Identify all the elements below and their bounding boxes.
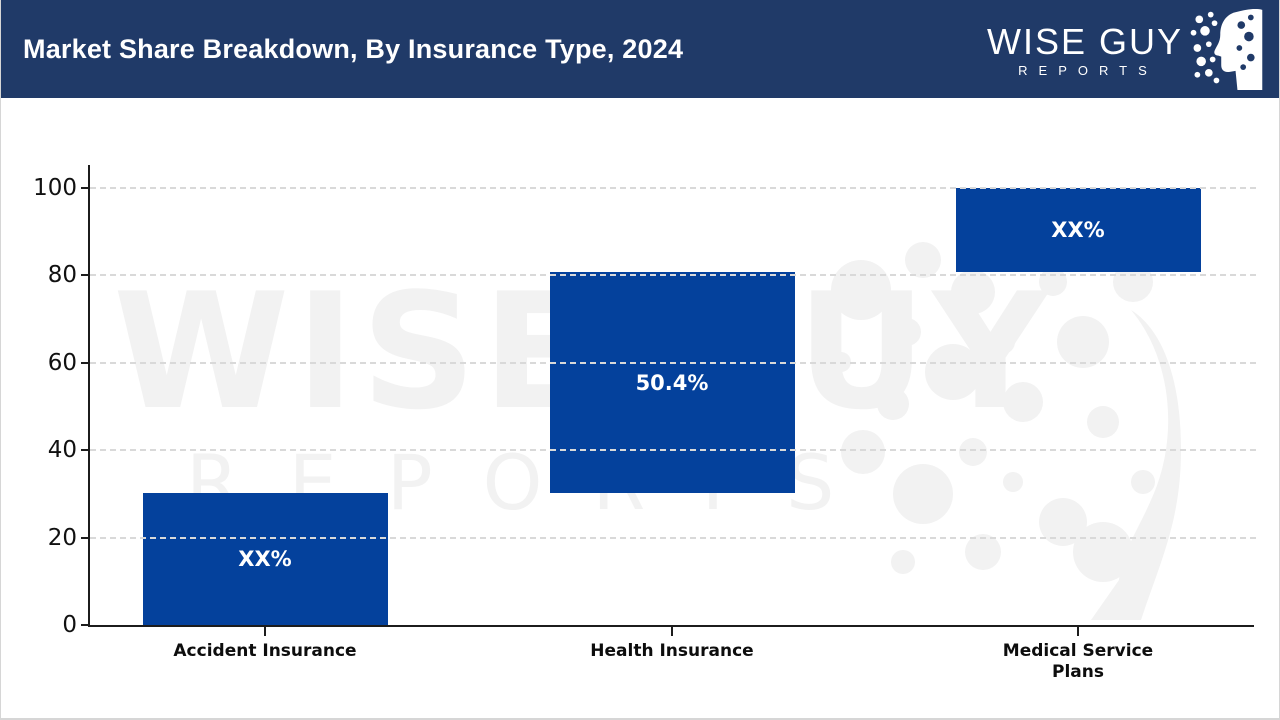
- gridline-100: [90, 186, 1256, 189]
- watermark-face-icon: [801, 220, 1181, 624]
- bar-segment: [549, 272, 795, 493]
- bar-segment: [955, 187, 1201, 273]
- y-tick-label: 60: [47, 349, 77, 376]
- x-category-label: Medical Service Plans: [1002, 641, 1154, 682]
- bar-value-label: 50.4%: [635, 370, 709, 395]
- y-tick-label: 80: [47, 262, 77, 288]
- bar-value-label: XX%: [1051, 217, 1105, 242]
- y-tick-mark: [81, 449, 89, 451]
- logo-subtitle: REPORTS: [1018, 62, 1158, 78]
- y-tick-label: 40: [47, 437, 77, 463]
- plot-area: 0 20 40 60 80 100 XX% Accident Insurance 50.4% He…: [1, 98, 1279, 718]
- y-tick-mark: [81, 186, 89, 189]
- y-tick-mark: [81, 274, 89, 276]
- x-tick-mark: [671, 627, 673, 636]
- bar-segment: [142, 492, 388, 625]
- gridline-60: [90, 361, 1256, 364]
- x-axis-line: [88, 625, 1254, 627]
- y-axis-line: [88, 165, 90, 627]
- y-tick-label: 20: [47, 524, 77, 551]
- x-tick-mark: [1077, 627, 1079, 636]
- gridline-20: [90, 536, 1256, 539]
- wiseguy-logo-text: WISE GUY REPORTS: [986, 20, 1183, 78]
- wiseguy-face-icon: [1187, 6, 1265, 94]
- page-title: Market Share Breakdown, By Insurance Typ…: [23, 33, 684, 64]
- x-tick-mark: [264, 627, 266, 636]
- logo-wordmark: WISE GUY: [986, 20, 1183, 62]
- x-category-label: Health Insurance: [590, 641, 754, 661]
- y-tick-mark: [81, 536, 89, 539]
- bar-value-label: XX%: [238, 546, 292, 571]
- x-category-label: Accident Insurance: [173, 641, 357, 661]
- gridline-40: [90, 449, 1256, 451]
- gridline-80: [90, 274, 1256, 276]
- y-tick-label: 100: [33, 174, 77, 201]
- wiseguy-logo: WISE GUY REPORTS: [987, 8, 1265, 92]
- y-tick-label: 0: [62, 612, 77, 638]
- y-tick-mark: [81, 361, 89, 364]
- y-tick-mark: [81, 624, 89, 626]
- header: Market Share Breakdown, By Insurance Typ…: [1, 0, 1279, 98]
